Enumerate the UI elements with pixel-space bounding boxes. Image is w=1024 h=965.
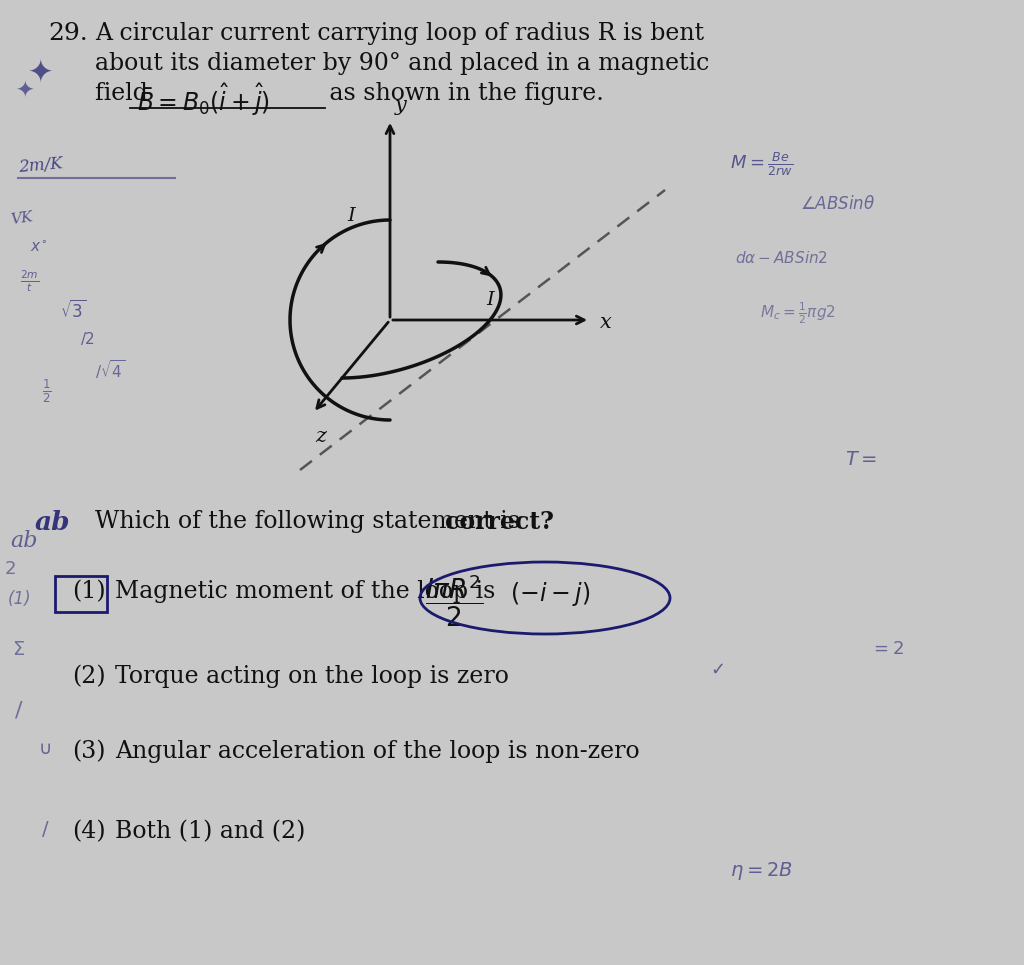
Text: ab: ab	[10, 530, 38, 552]
Text: $/2$: $/2$	[80, 330, 95, 347]
Text: $= 2$: $= 2$	[870, 640, 904, 658]
Bar	[55, 576, 106, 612]
Text: 2m/K: 2m/K	[18, 155, 63, 176]
Text: $\angle ABSin\theta$: $\angle ABSin\theta$	[800, 195, 876, 213]
Text: $T=$: $T=$	[845, 450, 878, 469]
Text: (1): (1)	[72, 580, 105, 603]
Text: about its diameter by 90° and placed in a magnetic: about its diameter by 90° and placed in …	[95, 52, 710, 75]
Text: (4): (4)	[72, 820, 105, 843]
Text: as shown in the figure.: as shown in the figure.	[322, 82, 604, 105]
Text: $\frac{1}{2}$: $\frac{1}{2}$	[42, 378, 51, 405]
Text: y: y	[395, 96, 407, 115]
Text: A circular current carrying loop of radius R is bent: A circular current carrying loop of radi…	[95, 22, 705, 45]
Text: VK: VK	[10, 210, 34, 227]
Text: Which of the following statement is: Which of the following statement is	[95, 510, 527, 533]
Text: $d\alpha - ABSin2$: $d\alpha - ABSin2$	[735, 250, 828, 266]
Text: $\frac{2m}{t}$: $\frac{2m}{t}$	[20, 268, 39, 293]
Text: $\checkmark$: $\checkmark$	[710, 660, 724, 678]
Text: (3): (3)	[72, 740, 105, 763]
Text: $x^{\circ}$: $x^{\circ}$	[30, 240, 47, 256]
Text: I: I	[486, 291, 494, 309]
Text: /: /	[42, 820, 48, 839]
Text: 2: 2	[5, 560, 16, 578]
Text: $(-i-j)$: $(-i-j)$	[510, 580, 590, 608]
Text: ✦: ✦	[28, 58, 53, 87]
Text: field: field	[95, 82, 156, 105]
Text: Torque acting on the loop is zero: Torque acting on the loop is zero	[115, 665, 509, 688]
Text: correct?: correct?	[445, 510, 554, 534]
Text: $M = \frac{Be}{2rw}$: $M = \frac{Be}{2rw}$	[730, 150, 794, 178]
Text: $\cup$: $\cup$	[38, 740, 51, 758]
Text: $M_c = \frac{1}{2}\pi g2$: $M_c = \frac{1}{2}\pi g2$	[760, 300, 836, 325]
Text: /: /	[15, 700, 23, 720]
Text: 29.: 29.	[48, 22, 88, 45]
Text: (1): (1)	[8, 590, 32, 608]
Text: ab: ab	[35, 510, 71, 535]
Text: $\dfrac{I\pi R^2}{2}$: $\dfrac{I\pi R^2}{2}$	[425, 572, 483, 629]
Text: (2): (2)	[72, 665, 105, 688]
Text: z: z	[315, 427, 327, 446]
Text: Angular acceleration of the loop is non-zero: Angular acceleration of the loop is non-…	[115, 740, 640, 763]
Text: $\Sigma$: $\Sigma$	[12, 640, 25, 659]
Text: $/\sqrt{4}$: $/\sqrt{4}$	[95, 358, 125, 381]
Text: $\sqrt{3}$: $\sqrt{3}$	[60, 300, 86, 322]
Text: $\bar{B} = B_0(\hat{i}+\hat{j})$: $\bar{B} = B_0(\hat{i}+\hat{j})$	[137, 82, 270, 119]
Text: Both (1) and (2): Both (1) and (2)	[115, 820, 305, 843]
Text: Magnetic moment of the loop is: Magnetic moment of the loop is	[115, 580, 503, 603]
Text: I: I	[347, 207, 355, 225]
Text: x: x	[600, 314, 611, 333]
Text: $\eta = 2B$: $\eta = 2B$	[730, 860, 793, 882]
Text: ✦: ✦	[15, 82, 34, 102]
